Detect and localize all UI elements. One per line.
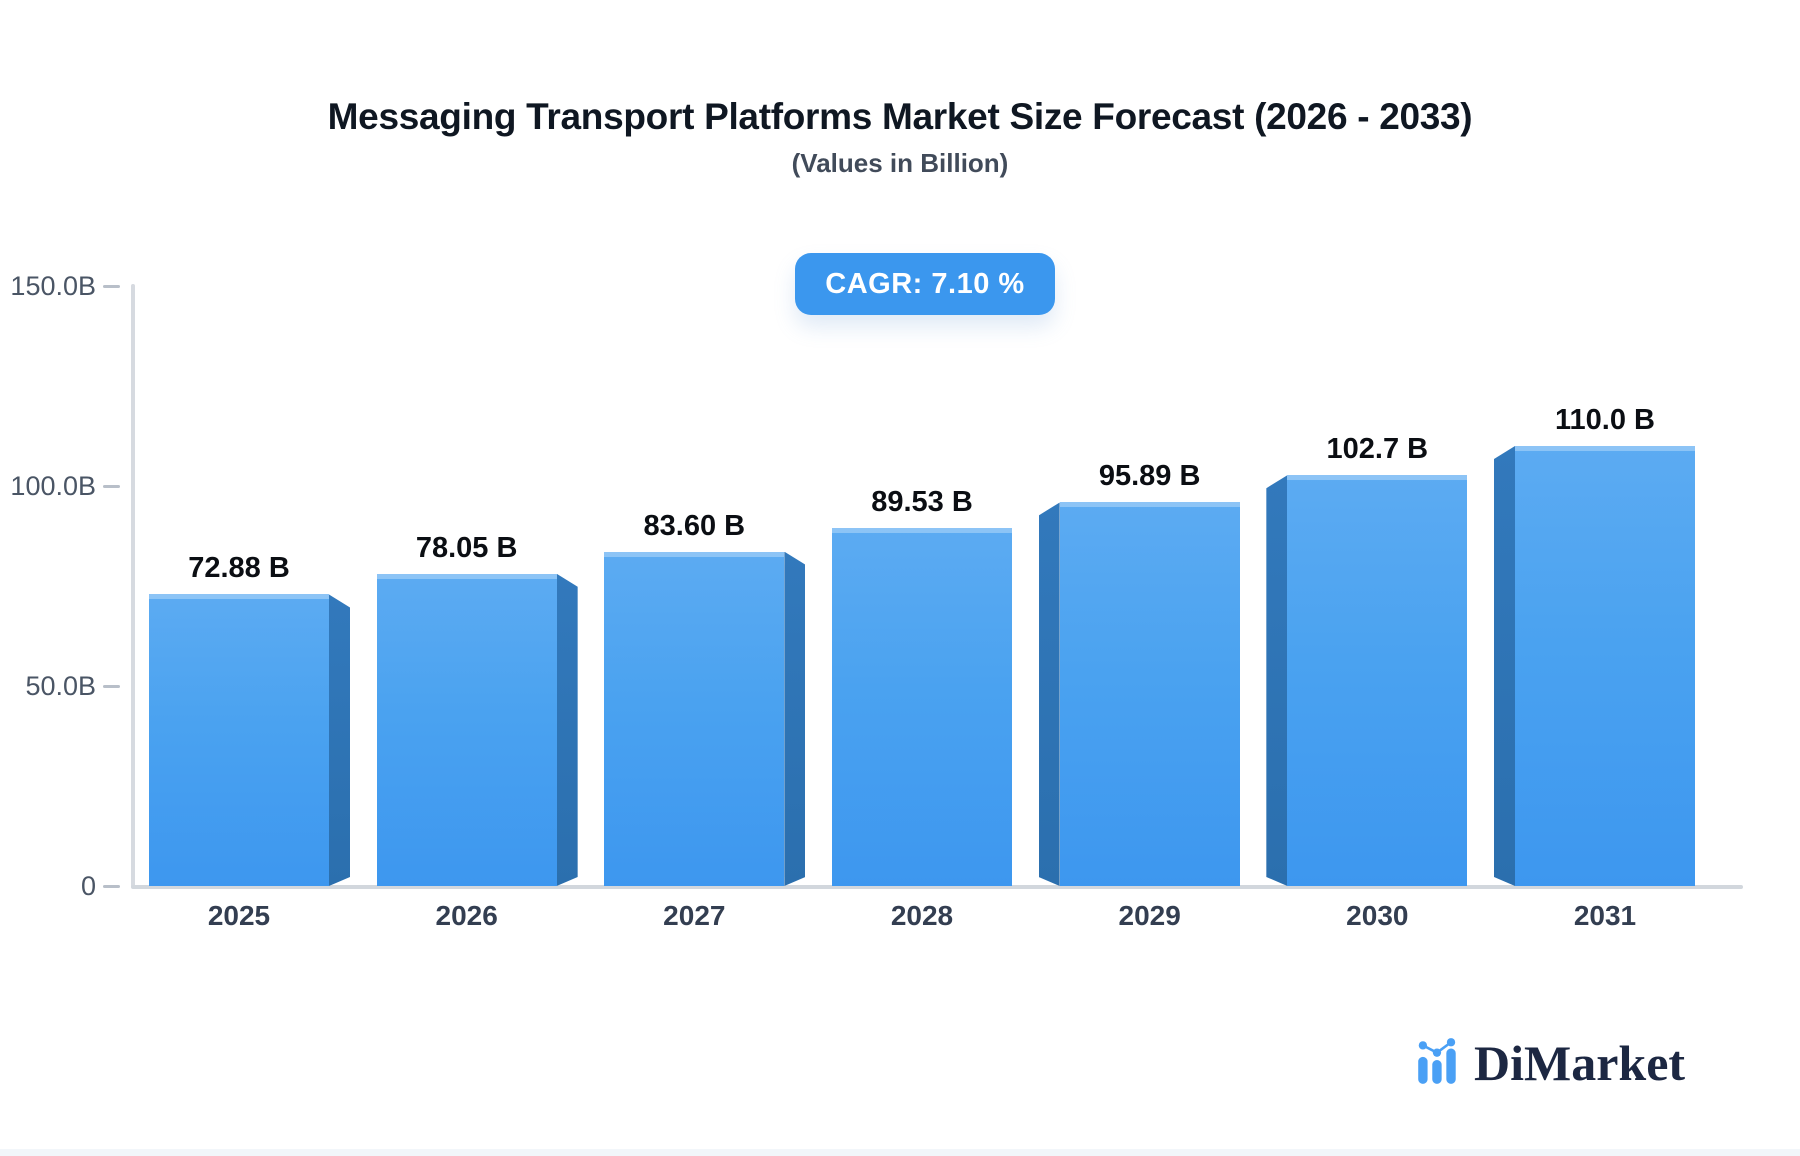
y-axis-tick-mark <box>103 684 120 688</box>
bar-2028 <box>832 527 1012 886</box>
bottom-strip <box>0 1149 1800 1156</box>
bar-2029 <box>1059 502 1240 886</box>
brand-logo: DiMarket <box>1415 1035 1686 1091</box>
bar-2027 <box>604 551 785 886</box>
bar-3d-side <box>1494 446 1515 886</box>
x-axis-tick-label: 2027 <box>663 900 726 931</box>
bar-value-label: 95.89 B <box>1098 460 1201 493</box>
bar-2026 <box>376 573 557 886</box>
bar-3d-side <box>1266 475 1287 886</box>
bar-value-label: 102.7 B <box>1326 433 1429 466</box>
y-axis-tick-label: 50.0B <box>25 671 96 701</box>
bar-3d-side <box>1039 502 1060 886</box>
bar-value-label: 72.88 B <box>188 552 290 585</box>
bar-3d-side <box>329 594 350 886</box>
bar-value-label: 110.0 B <box>1555 404 1655 436</box>
y-axis-tick-mark <box>103 284 120 288</box>
x-axis-tick-label: 2030 <box>1346 900 1409 931</box>
brand-name: DiMarket <box>1474 1035 1686 1091</box>
bar-2030 <box>1287 475 1468 886</box>
bar-2031 <box>1515 446 1695 886</box>
bar-value-label: 83.60 B <box>643 509 746 542</box>
bar-3d-side <box>557 574 578 886</box>
y-axis-tick-mark <box>103 884 120 888</box>
y-axis-tick-label: 150.0B <box>10 271 96 301</box>
y-axis-tick-label: 0 <box>80 871 96 901</box>
bar-2025 <box>149 594 329 886</box>
bar-3d-side <box>784 552 805 886</box>
bar-chart-logo-icon <box>1418 1038 1456 1084</box>
x-axis-tick-label: 2028 <box>890 900 954 931</box>
x-axis-tick-label: 2029 <box>1118 900 1181 931</box>
chart-subtitle: (Values in Billion) <box>791 148 1009 178</box>
y-axis-tick-mark <box>103 484 120 488</box>
cagr-badge: CAGR: 7.10 % <box>795 253 1055 315</box>
y-axis-tick-label: 100.0B <box>10 471 96 501</box>
x-axis-tick-label: 2031 <box>1573 900 1637 931</box>
chart-title: Messaging Transport Platforms Market Siz… <box>327 96 1473 137</box>
x-axis-line <box>131 885 1743 889</box>
bar-value-label: 89.53 B <box>871 485 973 518</box>
x-axis-tick-label: 2026 <box>435 900 498 931</box>
bar-value-label: 78.05 B <box>415 531 518 564</box>
y-axis-line <box>131 284 135 888</box>
x-axis-tick-label: 2025 <box>207 900 271 931</box>
cagr-badge-label: CAGR: 7.10 % <box>825 267 1025 300</box>
